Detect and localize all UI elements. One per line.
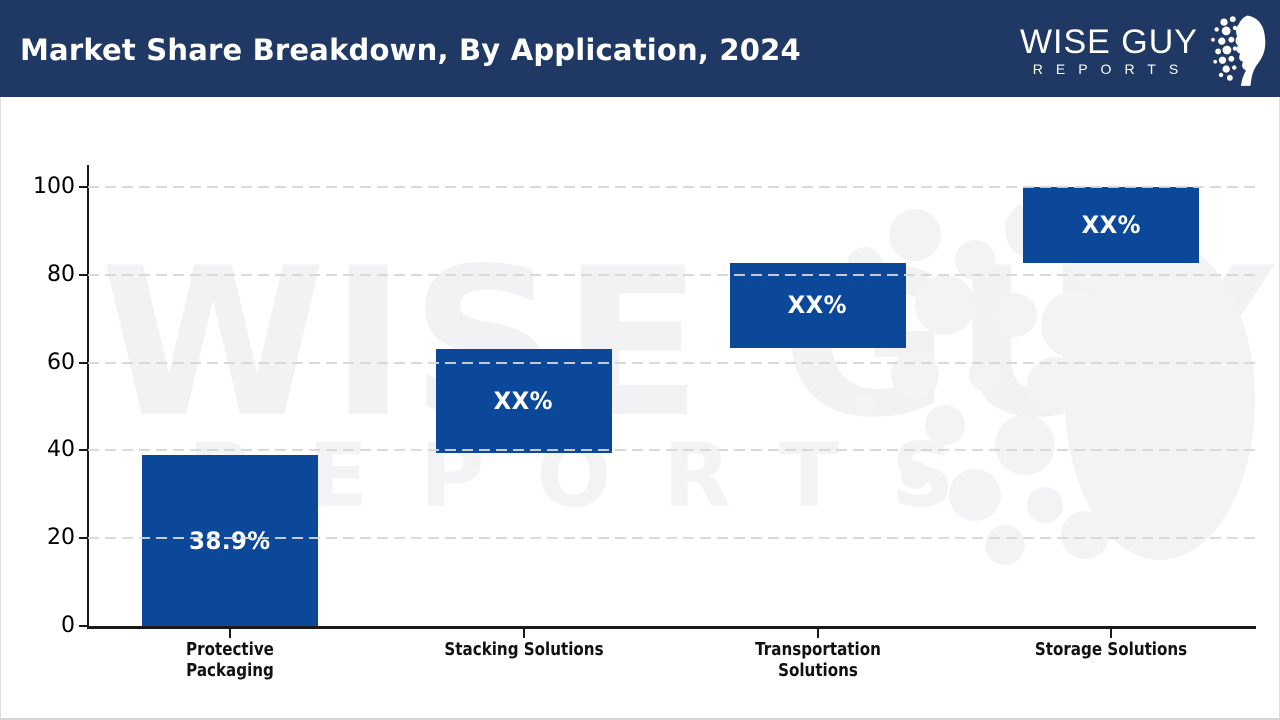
bar-segment: XX%	[729, 262, 906, 348]
logo-face-icon	[1211, 15, 1266, 86]
gridline	[88, 361, 1256, 364]
gridline	[88, 273, 1256, 276]
x-tick-mark	[816, 629, 819, 638]
y-tick-label: 0	[61, 613, 75, 638]
bar-value-label: 38.9%	[189, 526, 271, 555]
logo-subtext: REPORTS	[1032, 60, 1192, 77]
gridline	[88, 449, 1256, 452]
logo: WISE GUY REPORTS	[1020, 6, 1268, 94]
x-category-label: Stacking Solutions	[402, 639, 646, 660]
x-axis-line	[87, 626, 1256, 629]
bar-segment: XX%	[1023, 187, 1199, 263]
page-title: Market Share Breakdown, By Application, …	[20, 33, 801, 67]
x-tick-mark	[229, 629, 231, 638]
y-tick-mark	[79, 537, 88, 540]
y-tick-mark	[79, 186, 88, 188]
x-tick-mark	[1110, 629, 1112, 638]
y-tick-mark	[79, 449, 88, 452]
x-category-label: Storage Solutions	[989, 639, 1233, 660]
y-tick-label: 20	[47, 525, 75, 551]
header: Market Share Breakdown, By Application, …	[0, 0, 1280, 97]
x-category-label-line: Solutions	[777, 660, 858, 681]
y-tick-label: 80	[47, 261, 75, 287]
y-axis-line	[87, 165, 89, 629]
y-tick-mark	[79, 273, 88, 276]
gridline	[88, 186, 1256, 188]
bar-segment: XX%	[435, 348, 612, 454]
x-category-label-line: Protective	[186, 639, 274, 660]
bar-value-label: XX%	[493, 387, 554, 415]
y-tick-label: 60	[47, 349, 75, 375]
y-tick-mark	[79, 625, 88, 627]
y-tick-label: 100	[33, 174, 75, 199]
x-category-label-line: Storage Solutions	[1034, 639, 1188, 660]
logo-text: WISE GUY REPORTS	[1020, 24, 1198, 77]
logo-wordmark: WISE GUY	[1019, 22, 1198, 61]
bar-segment: 38.9%	[142, 455, 318, 626]
x-category-label: Protective Packaging	[108, 639, 352, 681]
x-category-label-line: Packaging	[186, 660, 274, 681]
bar-value-label: XX%	[1081, 210, 1141, 239]
x-category-label-line: Stacking Solutions	[443, 639, 604, 660]
x-category-label: Transportation Solutions	[696, 639, 940, 681]
y-tick-label: 40	[47, 437, 75, 463]
x-tick-mark	[522, 629, 525, 638]
y-tick-mark	[79, 361, 88, 364]
x-category-label-line: Transportation	[754, 639, 881, 660]
bar-value-label: XX%	[787, 291, 848, 320]
gridline	[88, 537, 1256, 540]
